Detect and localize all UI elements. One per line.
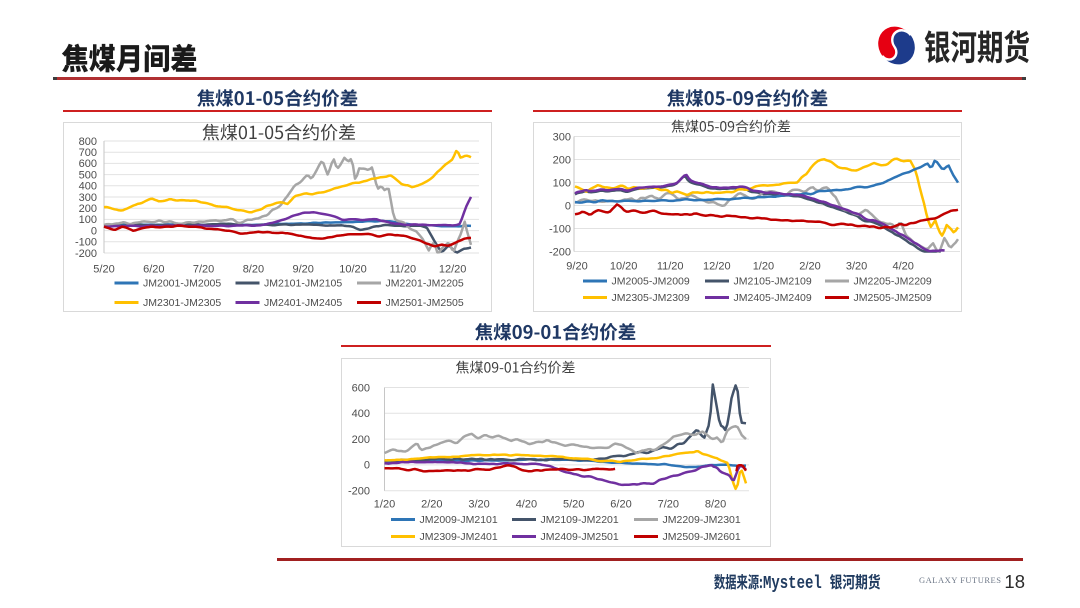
svg-text:9/20: 9/20: [292, 264, 313, 276]
svg-text:200: 200: [352, 434, 370, 446]
svg-text:JM2009-JM2101: JM2009-JM2101: [420, 514, 498, 526]
svg-text:-200: -200: [75, 248, 97, 260]
svg-text:JM2505-JM2509: JM2505-JM2509: [854, 292, 932, 304]
svg-text:JM2405-JM2409: JM2405-JM2409: [734, 292, 812, 304]
svg-text:400: 400: [79, 181, 97, 193]
svg-text:JM2309-JM2401: JM2309-JM2401: [420, 531, 498, 543]
svg-text:12/20: 12/20: [703, 261, 731, 273]
svg-text:JM2205-JM2209: JM2205-JM2209: [854, 276, 932, 288]
svg-text:300: 300: [79, 192, 97, 204]
svg-text:7/20: 7/20: [658, 499, 679, 511]
svg-text:18: 18: [1004, 571, 1025, 592]
svg-text:1/20: 1/20: [753, 261, 774, 273]
svg-text:200: 200: [553, 154, 571, 166]
svg-text:JM2101-JM2105: JM2101-JM2105: [264, 278, 342, 290]
svg-text:3/20: 3/20: [846, 261, 867, 273]
svg-text:300: 300: [553, 131, 571, 143]
svg-text:7/20: 7/20: [193, 264, 214, 276]
svg-text:400: 400: [352, 408, 370, 420]
svg-text:-100: -100: [75, 237, 97, 249]
svg-text:JM2005-JM2009: JM2005-JM2009: [612, 276, 690, 288]
svg-text:JM2409-JM2501: JM2409-JM2501: [541, 531, 619, 543]
svg-text:11/20: 11/20: [657, 261, 684, 273]
svg-text:1/20: 1/20: [374, 499, 395, 511]
svg-text:4/20: 4/20: [892, 261, 913, 273]
svg-text:JM2301-JM2305: JM2301-JM2305: [143, 297, 221, 309]
svg-text:800: 800: [79, 136, 97, 148]
svg-text:JM2105-JM2109: JM2105-JM2109: [734, 276, 812, 288]
svg-text:JM2001-JM2005: JM2001-JM2005: [143, 278, 221, 290]
svg-text:-200: -200: [348, 486, 370, 498]
svg-text:200: 200: [79, 203, 97, 215]
svg-text:700: 700: [79, 147, 97, 159]
svg-text:JM2401-JM2405: JM2401-JM2405: [264, 297, 342, 309]
svg-text:Mysteel: Mysteel: [763, 572, 822, 593]
svg-text:11/20: 11/20: [389, 264, 416, 276]
svg-text:100: 100: [553, 177, 571, 189]
svg-text:600: 600: [352, 382, 370, 394]
svg-text:500: 500: [79, 169, 97, 181]
svg-text:5/20: 5/20: [563, 499, 584, 511]
svg-text:JM2509-JM2601: JM2509-JM2601: [663, 531, 741, 543]
svg-text:0: 0: [91, 225, 97, 237]
svg-text:-100: -100: [549, 223, 571, 235]
svg-text:100: 100: [79, 214, 97, 226]
svg-text:10/20: 10/20: [339, 264, 367, 276]
svg-text:5/20: 5/20: [93, 264, 114, 276]
svg-text:GALAXY FUTURES: GALAXY FUTURES: [919, 575, 1001, 585]
svg-text:4/20: 4/20: [516, 499, 537, 511]
svg-text:JM2201-JM2205: JM2201-JM2205: [386, 278, 464, 290]
svg-text:8/20: 8/20: [243, 264, 264, 276]
svg-text:600: 600: [79, 158, 97, 170]
svg-text:12/20: 12/20: [439, 264, 467, 276]
svg-text:10/20: 10/20: [610, 261, 638, 273]
svg-text:2/20: 2/20: [799, 261, 820, 273]
svg-text:2/20: 2/20: [421, 499, 442, 511]
svg-text:JM2209-JM2301: JM2209-JM2301: [663, 514, 741, 526]
svg-text:JM2305-JM2309: JM2305-JM2309: [612, 292, 690, 304]
svg-text:0: 0: [364, 460, 370, 472]
svg-text:JM2109-JM2201: JM2109-JM2201: [541, 514, 619, 526]
svg-text:9/20: 9/20: [566, 261, 587, 273]
svg-text:6/20: 6/20: [143, 264, 164, 276]
svg-text:0: 0: [565, 200, 571, 212]
svg-text:JM2501-JM2505: JM2501-JM2505: [386, 297, 464, 309]
svg-text:8/20: 8/20: [705, 499, 726, 511]
svg-text:6/20: 6/20: [610, 499, 631, 511]
svg-text:-200: -200: [549, 246, 571, 258]
svg-text:3/20: 3/20: [468, 499, 489, 511]
